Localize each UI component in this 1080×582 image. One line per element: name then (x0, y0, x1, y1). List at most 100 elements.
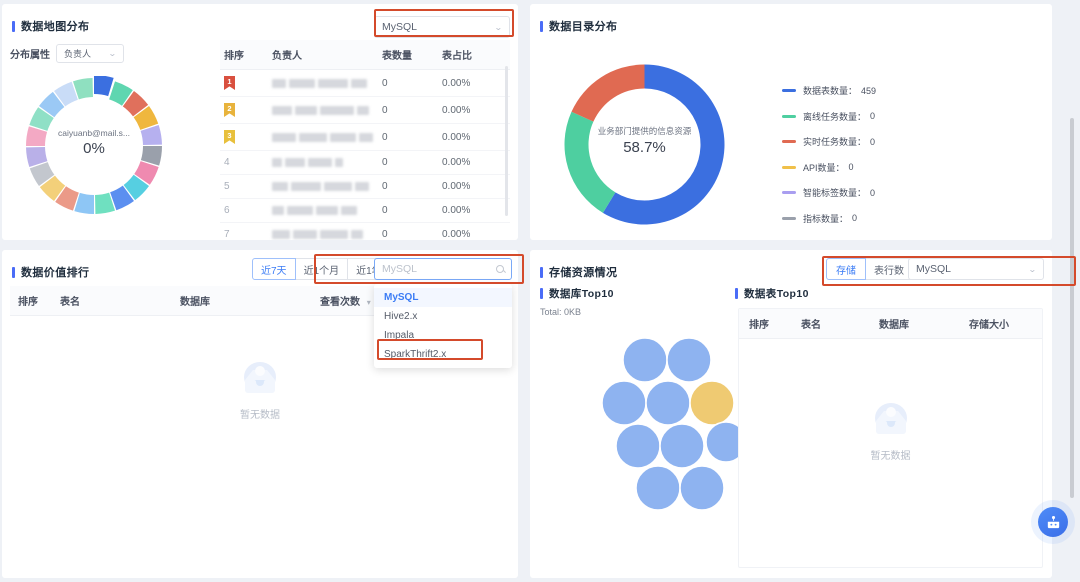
time-range-tab-近7天[interactable]: 近7天 (252, 258, 296, 280)
donut-slice[interactable] (123, 174, 150, 201)
packed-circle[interactable] (645, 380, 691, 426)
page-scrollbar[interactable] (1070, 118, 1074, 498)
storage-metric-tabs[interactable]: 存储 表行数 (826, 258, 913, 280)
legend-label: 智能标签数量： (803, 188, 867, 198)
donut-slice[interactable] (140, 146, 162, 166)
donut-slice[interactable] (94, 75, 114, 97)
packed-circle[interactable] (635, 465, 681, 511)
cell-table-count: 0 (382, 96, 442, 124)
sort-arrow-icon[interactable]: ▾ (366, 298, 371, 307)
table-row[interactable]: 1 0 0.00% (220, 69, 510, 97)
donut-slice[interactable] (29, 107, 54, 131)
table-row[interactable]: 7 0 0.00% (220, 222, 510, 240)
cell-owner (272, 123, 382, 151)
legend-item[interactable]: 指标数量： 0 (782, 212, 876, 225)
th-storage-size: 存储大小 (969, 309, 1042, 339)
rank-number: 6 (224, 205, 230, 216)
redacted-owner-name (272, 158, 382, 167)
cell-rank: 4 (220, 150, 272, 175)
donut-slice[interactable] (564, 111, 616, 213)
packed-circle[interactable] (622, 337, 668, 383)
cell-owner (272, 69, 382, 97)
donut-slice[interactable] (55, 186, 79, 211)
donut-slice[interactable] (571, 64, 645, 122)
dropdown-option-Hive2.x[interactable]: Hive2.x (384, 311, 418, 322)
table-row[interactable]: 5 0 0.00% (220, 174, 510, 199)
cell-table-count: 0 (382, 174, 442, 199)
dropdown-option-SparkThrift2.x[interactable]: SparkThrift2.x (384, 349, 447, 360)
table-row[interactable]: 2 0 0.00% (220, 96, 510, 124)
donut-slice[interactable] (140, 124, 162, 145)
storage-metric-tab-表行数[interactable]: 表行数 (866, 258, 913, 280)
distribution-attr-select[interactable]: 负责人 ⌄ (56, 44, 124, 63)
rank-medal-icon: 2 (224, 103, 235, 117)
donut-slice[interactable] (95, 192, 116, 214)
packed-circle[interactable] (666, 337, 712, 383)
legend-value: 0 (848, 162, 854, 172)
cell-table-percent: 0.00% (442, 150, 510, 175)
packed-circle[interactable] (615, 423, 661, 469)
data-source-select-map[interactable]: MySQL ⌄ (374, 16, 510, 38)
th-rank: 排序 (220, 40, 272, 70)
dropdown-option-MySQL[interactable]: MySQL (374, 288, 512, 307)
legend-color-swatch (782, 114, 796, 118)
donut-slice[interactable] (54, 81, 78, 107)
donut-slice[interactable] (133, 106, 159, 130)
donut-slice[interactable] (134, 161, 159, 185)
legend-color-swatch (782, 216, 796, 220)
packed-circle[interactable] (659, 423, 705, 469)
legend-item[interactable]: API数量： 0 (782, 161, 876, 174)
time-range-tab-近1个月[interactable]: 近1个月 (295, 258, 349, 280)
donut-slice[interactable] (74, 192, 94, 214)
data-source-dropdown-menu[interactable]: MySQL Hive2.x Impala SparkThrift2.x (374, 284, 512, 368)
cell-owner (272, 96, 382, 124)
donut-slice[interactable] (26, 147, 48, 168)
table-row[interactable]: 3 0 0.00% (220, 123, 510, 151)
cell-owner (272, 222, 382, 240)
data-source-search-input[interactable]: MySQL (374, 258, 512, 280)
donut-slice[interactable] (39, 175, 66, 202)
table-scrollbar-map[interactable] (505, 66, 508, 216)
legend-item[interactable]: 实时任务数量： 0 (782, 135, 876, 148)
donut-slice[interactable] (122, 90, 149, 117)
legend-item[interactable]: 智能标签数量： 0 (782, 186, 876, 199)
rank-number: 4 (224, 157, 230, 168)
storage-metric-tab-存储[interactable]: 存储 (826, 258, 866, 280)
legend-color-swatch (782, 140, 796, 143)
donut-slice[interactable] (110, 185, 134, 211)
table-header-row: 排序 负责人 表数量 表占比 (220, 40, 510, 70)
legend-item[interactable]: 离线任务数量： 0 (782, 110, 876, 123)
legend-item[interactable]: 数据表数量： 459 (782, 84, 876, 97)
time-range-tabs[interactable]: 近7天 近1个月 近1年 (252, 258, 391, 280)
empty-box-icon (244, 362, 276, 393)
donut-svg (26, 75, 162, 214)
empty-state-caption: 暂无数据 (870, 451, 911, 462)
donut-slice[interactable] (29, 162, 55, 186)
packed-circle[interactable] (689, 380, 735, 426)
packed-circle[interactable] (601, 380, 647, 426)
redacted-owner-name (272, 230, 382, 239)
th-owner: 负责人 (272, 40, 382, 70)
rank-number: 7 (224, 229, 230, 240)
legend-value: 0 (852, 213, 858, 223)
th-percent: 表占比 (442, 40, 510, 70)
panel-title-data-map: 数据地图分布 (12, 18, 89, 34)
donut-slice[interactable] (26, 126, 48, 146)
panel-storage-resources: 存储资源情况 存储 表行数 MySQL ⌄ 数据库Top10 Total: 0KB… (530, 250, 1052, 578)
cell-table-percent: 0.00% (442, 174, 510, 199)
cell-table-count: 0 (382, 222, 442, 240)
dropdown-option-Impala[interactable]: Impala (384, 330, 415, 341)
data-source-select-storage[interactable]: MySQL ⌄ (908, 258, 1044, 280)
packed-circle[interactable] (679, 465, 725, 511)
assistant-fab-button[interactable] (1038, 507, 1068, 537)
panel-title-data-catalog: 数据目录分布 (540, 18, 617, 34)
cell-table-count: 0 (382, 123, 442, 151)
donut-slice[interactable] (109, 81, 133, 106)
donut-slice[interactable] (38, 91, 65, 118)
donut-slice[interactable] (602, 64, 725, 225)
table-row[interactable]: 6 0 0.00% (220, 198, 510, 223)
table-row[interactable]: 4 0 0.00% (220, 150, 510, 175)
donut-slice[interactable] (72, 78, 93, 100)
circle-pack-svg (601, 337, 747, 511)
